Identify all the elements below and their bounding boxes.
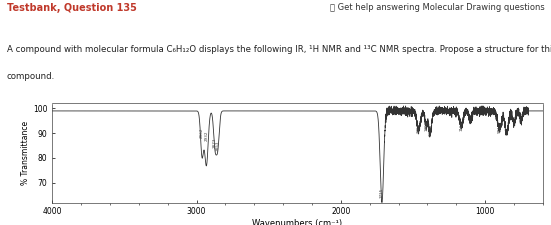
Text: 1715: 1715	[380, 187, 384, 198]
Text: Testbank, Question 135: Testbank, Question 135	[7, 3, 137, 13]
Text: 2853: 2853	[216, 140, 220, 151]
Text: ⓘ Get help answering Molecular Drawing questions: ⓘ Get help answering Molecular Drawing q…	[329, 3, 544, 12]
Text: 1408: 1408	[424, 120, 428, 131]
Text: 1382: 1382	[428, 125, 432, 136]
Text: 901: 901	[498, 126, 501, 133]
Text: compound.: compound.	[7, 72, 55, 81]
Y-axis label: % Transmittance: % Transmittance	[21, 121, 30, 185]
Text: 2962: 2962	[200, 128, 204, 138]
Text: 1460: 1460	[417, 123, 421, 133]
Text: 1165: 1165	[459, 120, 463, 131]
Text: A compound with molecular formula C₆H₁₂O displays the following IR, ¹H NMR and ¹: A compound with molecular formula C₆H₁₂O…	[7, 45, 551, 54]
Text: 2932: 2932	[204, 130, 208, 141]
Text: 2873: 2873	[213, 137, 217, 148]
X-axis label: Wavenumbers (cm⁻¹): Wavenumbers (cm⁻¹)	[252, 219, 343, 225]
